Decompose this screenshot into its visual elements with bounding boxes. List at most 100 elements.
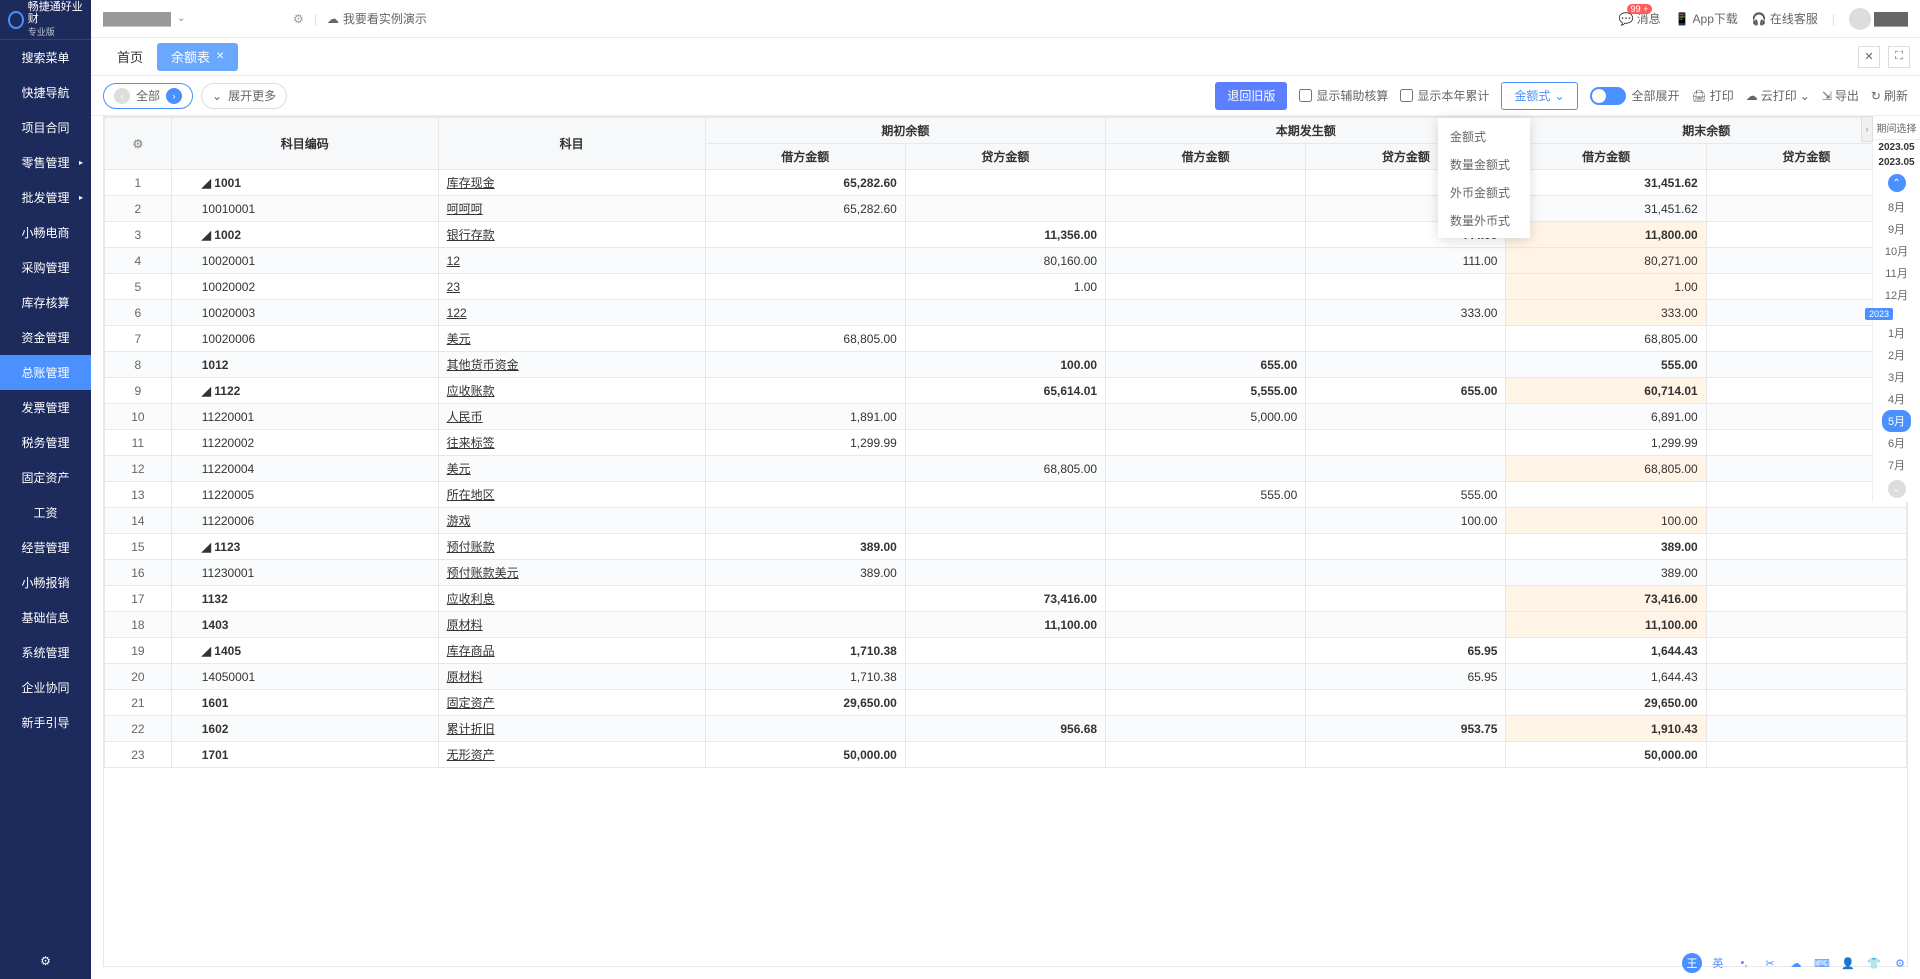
company-selector[interactable]: ████████ ⌄ xyxy=(103,12,283,26)
table-row[interactable]: 81012其他货币资金100.00655.00555.00 xyxy=(105,352,1907,378)
table-row[interactable]: 510020002231.001.00 xyxy=(105,274,1907,300)
collapse-handle[interactable]: › xyxy=(1861,116,1873,142)
period-to[interactable]: 2023.05 xyxy=(1873,155,1920,170)
sidebar-item-12[interactable]: 固定资产 xyxy=(0,460,91,495)
month-1月[interactable]: 1月 xyxy=(1873,322,1920,344)
demo-link[interactable]: ☁ 我要看实例演示 xyxy=(327,10,427,27)
mode-option-3[interactable]: 数量外币式 xyxy=(1438,206,1530,234)
dock-keyboard[interactable]: ⌨ xyxy=(1812,953,1832,973)
table-row[interactable]: 181403原材料11,100.0011,100.00 xyxy=(105,612,1907,638)
sidebar-item-11[interactable]: 税务管理 xyxy=(0,425,91,460)
cloud-print-button[interactable]: ☁云打印⌄ xyxy=(1746,87,1810,104)
user-menu[interactable]: ████ xyxy=(1849,8,1908,30)
table-row[interactable]: 211601固定资产29,650.0029,650.00 xyxy=(105,690,1907,716)
month-8月[interactable]: 8月 xyxy=(1873,196,1920,218)
table-row[interactable]: 1411220006游戏100.00100.00 xyxy=(105,508,1907,534)
ime-icon[interactable]: 王 xyxy=(1682,953,1702,973)
mode-option-0[interactable]: 金额式 xyxy=(1438,122,1530,150)
amount-mode-button[interactable]: 金额式 ⌄ xyxy=(1501,82,1577,110)
table-row[interactable]: 231701无形资产50,000.0050,000.00 xyxy=(105,742,1907,768)
mode-option-2[interactable]: 外币金额式 xyxy=(1438,178,1530,206)
print-button[interactable]: 🖨打印 xyxy=(1692,87,1734,104)
arrow-right-icon: › xyxy=(166,88,182,104)
sidebar-item-17[interactable]: 系统管理 xyxy=(0,635,91,670)
month-9月[interactable]: 9月 xyxy=(1873,218,1920,240)
sidebar-item-9[interactable]: 总账管理 xyxy=(0,355,91,390)
sidebar-item-10[interactable]: 发票管理 xyxy=(0,390,91,425)
back-old-button[interactable]: 退回旧版 xyxy=(1215,82,1287,110)
period-from[interactable]: 2023.05 xyxy=(1873,140,1920,155)
dock-skin[interactable]: 👕 xyxy=(1864,953,1884,973)
refresh-button[interactable]: ↻刷新 xyxy=(1871,87,1908,104)
month-5月[interactable]: 5月 xyxy=(1882,410,1911,432)
dock-user[interactable]: 👤 xyxy=(1838,953,1858,973)
table-row[interactable]: 3◢ 1002银行存款11,356.00444.0011,800.00 xyxy=(105,222,1907,248)
month-7月[interactable]: 7月 xyxy=(1873,454,1920,476)
settings-icon[interactable]: ⚙ xyxy=(293,12,304,26)
sidebar-item-5[interactable]: 小畅电商 xyxy=(0,215,91,250)
table-row[interactable]: 171132应收利息73,416.0073,416.00 xyxy=(105,586,1907,612)
table-row[interactable]: 9◢ 1122应收账款65,614.015,555.00655.0060,714… xyxy=(105,378,1907,404)
month-12月[interactable]: 12月 xyxy=(1873,284,1920,306)
service-button[interactable]: 🎧 在线客服 xyxy=(1752,10,1818,27)
caret-icon: ▸ xyxy=(79,158,83,167)
gear-column-icon[interactable]: ⚙ xyxy=(105,118,172,170)
month-3月[interactable]: 3月 xyxy=(1873,366,1920,388)
dock-settings[interactable]: ⚙ xyxy=(1890,953,1910,973)
download-button[interactable]: 📱 App下载 xyxy=(1675,10,1738,27)
tab-home[interactable]: 首页 xyxy=(103,43,157,71)
mode-option-1[interactable]: 数量金额式 xyxy=(1438,150,1530,178)
sidebar-item-14[interactable]: 经营管理 xyxy=(0,530,91,565)
sidebar-item-18[interactable]: 企业协同 xyxy=(0,670,91,705)
month-2月[interactable]: 2月 xyxy=(1873,344,1920,366)
aux-checkbox[interactable]: 显示辅助核算 xyxy=(1299,87,1388,104)
sidebar-item-8[interactable]: 资金管理 xyxy=(0,320,91,355)
messages-button[interactable]: 99 + 💬 消息 xyxy=(1619,10,1661,27)
sidebar-item-13[interactable]: 工资 xyxy=(0,495,91,530)
table-row[interactable]: 1611230001预付账款美元389.00389.00 xyxy=(105,560,1907,586)
sidebar-item-19[interactable]: 新手引导 xyxy=(0,705,91,740)
expand-more-button[interactable]: ⌄ 展开更多 xyxy=(201,83,287,109)
table-row[interactable]: 1211220004美元68,805.0068,805.00 xyxy=(105,456,1907,482)
scroll-up-icon[interactable]: ⌃ xyxy=(1888,174,1906,192)
table-row[interactable]: 1◢ 1001库存现金65,282.6033,830.9831,451.62 xyxy=(105,170,1907,196)
export-button[interactable]: ⇲导出 xyxy=(1822,87,1859,104)
table-row[interactable]: 19◢ 1405库存商品1,710.3865.951,644.43 xyxy=(105,638,1907,664)
table-row[interactable]: 610020003122333.00333.00 xyxy=(105,300,1907,326)
sidebar-item-2[interactable]: 项目合同 xyxy=(0,110,91,145)
dock-cloud[interactable]: ☁ xyxy=(1786,953,1806,973)
month-11月[interactable]: 11月 xyxy=(1873,262,1920,284)
dock-lang[interactable]: 英 xyxy=(1708,953,1728,973)
table-row[interactable]: 4100200011280,160.00111.0080,271.00 xyxy=(105,248,1907,274)
table-row[interactable]: 221602累计折旧956.68953.751,910.43 xyxy=(105,716,1907,742)
tab-balance[interactable]: 余额表 ✕ xyxy=(157,43,238,71)
table-row[interactable]: 210010001呵呵呵65,282.6033,830.9831,451.62 xyxy=(105,196,1907,222)
filter-pill[interactable]: ‹ 全部 › xyxy=(103,83,193,109)
month-10月[interactable]: 10月 xyxy=(1873,240,1920,262)
sidebar-item-3[interactable]: 零售管理▸ xyxy=(0,145,91,180)
expand-all-toggle[interactable] xyxy=(1590,87,1626,105)
close-all-button[interactable]: ✕ xyxy=(1858,46,1880,68)
month-4月[interactable]: 4月 xyxy=(1873,388,1920,410)
sidebar-item-4[interactable]: 批发管理▸ xyxy=(0,180,91,215)
sidebar-item-16[interactable]: 基础信息 xyxy=(0,600,91,635)
scroll-down-icon[interactable]: ⌄ xyxy=(1888,480,1906,498)
month-6月[interactable]: 6月 xyxy=(1873,432,1920,454)
sidebar-item-15[interactable]: 小畅报销 xyxy=(0,565,91,600)
table-row[interactable]: 1311220005所在地区555.00555.00 xyxy=(105,482,1907,508)
sidebar-item-0[interactable]: 搜索菜单 xyxy=(0,40,91,75)
sidebar-item-7[interactable]: 库存核算 xyxy=(0,285,91,320)
fullscreen-button[interactable]: ⛶ xyxy=(1888,46,1910,68)
dock-scissors[interactable]: ✂ xyxy=(1760,953,1780,973)
sidebar-item-6[interactable]: 采购管理 xyxy=(0,250,91,285)
table-row[interactable]: 710020006美元68,805.0068,805.00 xyxy=(105,326,1907,352)
sidebar-settings[interactable]: ⚙ xyxy=(0,943,91,979)
close-icon[interactable]: ✕ xyxy=(216,51,224,62)
table-row[interactable]: 15◢ 1123预付账款389.00389.00 xyxy=(105,534,1907,560)
table-row[interactable]: 1011220001人民币1,891.005,000.006,891.00 xyxy=(105,404,1907,430)
table-row[interactable]: 1111220002往来标签1,299.991,299.99 xyxy=(105,430,1907,456)
table-row[interactable]: 2014050001原材料1,710.3865.951,644.43 xyxy=(105,664,1907,690)
year-checkbox[interactable]: 显示本年累计 xyxy=(1400,87,1489,104)
dock-punct[interactable]: •, xyxy=(1734,953,1754,973)
sidebar-item-1[interactable]: 快捷导航 xyxy=(0,75,91,110)
